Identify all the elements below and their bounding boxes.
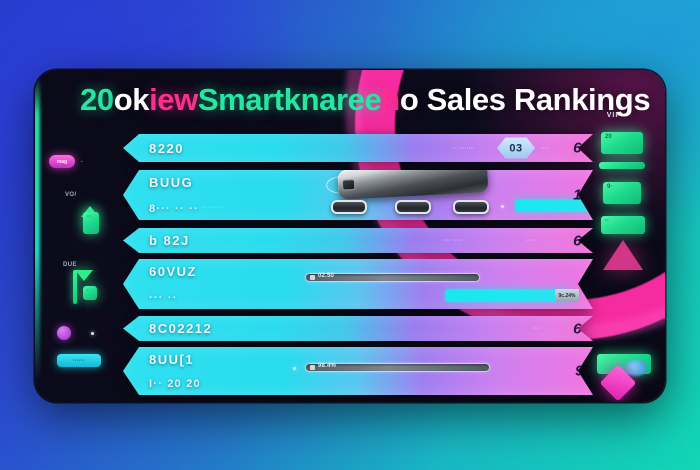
phone-product-image	[337, 162, 488, 200]
rank-sublabel: I·· 20 20	[149, 378, 201, 390]
rank-bar: 8UU[1 I·· 20 20 98.4% 9··	[123, 347, 593, 395]
right-slab-label-0: 20	[605, 134, 612, 140]
rank-sublabel: ··· ··	[149, 292, 178, 304]
rail-circle-icon[interactable]	[57, 326, 71, 340]
ranking-list: 8220 ·· ········ ···· 03 6··· BUUG 8··· …	[35, 128, 665, 398]
rank-row[interactable]: b 82J ···· ····· ······ 6···	[123, 228, 593, 253]
rail-badge-magenta[interactable]: mag	[49, 155, 75, 168]
title-segment-0: 20	[80, 82, 114, 117]
rail-label-vo: VO/	[65, 192, 77, 198]
rank-label: b 82J	[149, 233, 190, 248]
phone-button-1[interactable]	[395, 200, 431, 214]
rank-cap-value: 6	[573, 139, 581, 157]
tracker-tick-icon	[310, 365, 315, 370]
title-segment-3: Smartknaree	[197, 82, 382, 117]
phone-body	[337, 162, 488, 200]
phone-button-2[interactable]	[453, 200, 489, 214]
right-slab-divider	[599, 162, 645, 169]
rank-mini-right: ······	[526, 238, 539, 244]
left-rail: mag . VO/ DUE ·· · ······	[35, 70, 125, 402]
dashboard-card: 20okiewSmartknareeho Sales Rankings mag …	[35, 70, 665, 402]
rank-mini-left: ·· ········	[452, 146, 475, 152]
rank-bar: 60VUZ ··· ·· 02.50 9c.24% 0	[123, 259, 593, 309]
rank-bar: 8C02212 ···· 6···	[123, 316, 593, 341]
rank-label: 8220	[149, 141, 184, 156]
title-segment-4: h	[381, 82, 400, 117]
rank-mini-left: ··· ·······	[201, 205, 224, 211]
rank-row[interactable]: 8C02212 ···· 6···	[123, 316, 593, 341]
pink-triangle-decoration	[603, 240, 643, 270]
right-slab-1: 9·	[603, 182, 641, 204]
rank-label: 60VUZ	[149, 264, 197, 279]
rank-sublabel: 8··· ·· ··	[149, 203, 199, 215]
phone-button-0[interactable]	[331, 200, 367, 214]
rank-row[interactable]: BUUG 8··· ·· ·· ··· ······· · 1···	[123, 170, 593, 220]
rail-dot	[91, 332, 94, 335]
rank-progress-cap: 9c.24%	[555, 289, 579, 302]
right-slab-label-1: 9·	[607, 184, 613, 190]
rank-label: 8UU[1	[149, 352, 195, 367]
right-rail: VIP 20 9· ··	[565, 70, 665, 402]
tracker-tick-icon	[310, 275, 315, 280]
rank-mini-right: ····	[532, 326, 541, 332]
rank-cap-value: 6	[573, 320, 581, 337]
rank-cap-value: 1	[573, 186, 581, 204]
rank-tracker[interactable]: 98.4%	[305, 363, 490, 372]
rank-label: 8C02212	[149, 321, 213, 336]
rail-green-slab-0: ··	[83, 212, 99, 234]
tracker-value: 98.4%	[318, 363, 337, 369]
rank-cap-value: 6	[573, 232, 581, 249]
tracker-dot	[293, 367, 296, 370]
phone-indicator-dot	[501, 205, 504, 208]
right-slab-label-2: ··	[605, 218, 609, 224]
tracker-value: 02.50	[318, 273, 335, 279]
rail-label-top: .	[81, 158, 84, 164]
card-edge-glow-left	[35, 76, 40, 396]
rank-mini-left: ···· ·····	[442, 238, 463, 244]
blue-blob-decoration	[625, 360, 647, 376]
right-slab-2: ··	[601, 216, 645, 234]
rail-chevron-icon	[75, 270, 93, 281]
rail-label-due: DUE	[63, 262, 77, 268]
vip-label: VIP	[606, 112, 621, 119]
rank-badge: 03	[497, 138, 535, 159]
rank-row[interactable]: 60VUZ ··· ·· 02.50 9c.24% 0	[123, 259, 593, 309]
rail-slab-label-1: ·	[87, 288, 89, 294]
page-title: 20okiewSmartknareeho Sales Rankings	[80, 82, 651, 117]
rank-bar: BUUG 8··· ·· ·· ··· ······· · 1···	[123, 170, 593, 220]
title-segment-5: o	[399, 82, 419, 117]
rail-green-slab-1: ·	[83, 286, 97, 300]
title-segment-1: ok	[113, 82, 150, 117]
rail-slab-label-0: ··	[87, 214, 91, 220]
rail-badge-cyan[interactable]: ······	[57, 354, 101, 367]
title-segment-2: iew	[149, 82, 198, 117]
rank-progress-fill	[445, 289, 571, 302]
rank-bar: b 82J ···· ····· ······ 6···	[123, 228, 593, 253]
rank-label: BUUG	[149, 175, 194, 190]
title-segment-6: Sales Rankings	[418, 82, 651, 117]
right-slab-0: 20	[601, 132, 643, 154]
rank-mini-right: ····	[540, 146, 549, 152]
rank-row[interactable]: 8220 ·· ········ ···· 03 6···	[123, 134, 593, 162]
rank-bar: 8220 ·· ········ ···· 03 6···	[123, 134, 593, 162]
rank-row[interactable]: 8UU[1 I·· 20 20 98.4% 9··	[123, 347, 593, 395]
phone-camera-icon	[342, 179, 356, 191]
rank-progress-fill	[515, 199, 593, 212]
rail-green-bar	[73, 270, 77, 304]
rank-tracker[interactable]: 02.50	[305, 273, 480, 282]
